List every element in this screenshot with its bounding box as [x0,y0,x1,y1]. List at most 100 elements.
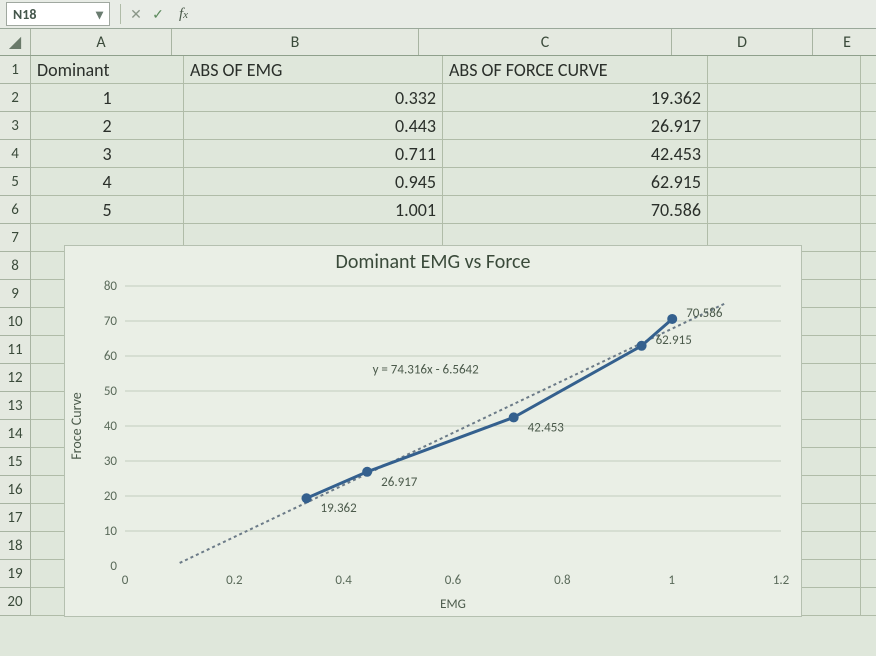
cell-e6[interactable] [861,196,876,224]
svg-text:1: 1 [668,573,675,588]
cell-d1[interactable] [708,56,861,84]
cell-e5[interactable] [861,168,876,196]
col-header-b[interactable]: B [172,29,419,55]
row-header[interactable]: 4 [0,140,31,168]
row-header[interactable]: 8 [0,252,31,280]
cell-a5[interactable]: 4 [31,168,184,196]
fx-icon[interactable]: fx [169,6,198,23]
svg-text:26.917: 26.917 [381,475,418,490]
cell-d5[interactable] [708,168,861,196]
row-header[interactable]: 13 [0,392,31,420]
cell[interactable] [861,308,876,336]
svg-text:0.6: 0.6 [445,573,462,588]
svg-text:0: 0 [110,559,117,574]
svg-text:70.586: 70.586 [686,306,723,321]
cell-a4[interactable]: 3 [31,140,184,168]
cell[interactable] [861,476,876,504]
cell-b3[interactable]: 0.443 [184,112,443,140]
cell-a6[interactable]: 5 [31,196,184,224]
cell-c3[interactable]: 26.917 [443,112,708,140]
row-header[interactable]: 10 [0,308,31,336]
row-header[interactable]: 14 [0,420,31,448]
svg-text:10: 10 [104,524,118,539]
cell-c6[interactable]: 70.586 [443,196,708,224]
cell-c5[interactable]: 62.915 [443,168,708,196]
cell-d2[interactable] [708,84,861,112]
col-header-a[interactable]: A [31,29,172,55]
row-header[interactable]: 5 [0,168,31,196]
svg-text:70: 70 [104,314,118,329]
cell[interactable] [861,448,876,476]
embedded-chart[interactable]: Dominant EMG vs Force0102030405060708000… [64,245,802,617]
column-headers: ◢ A B C D E [0,29,876,56]
row-header[interactable]: 11 [0,336,31,364]
cell[interactable] [861,224,876,252]
svg-text:42.453: 42.453 [528,420,565,435]
cell[interactable] [861,392,876,420]
svg-text:1.2: 1.2 [773,573,790,588]
cell-e4[interactable] [861,140,876,168]
cell-d6[interactable] [708,196,861,224]
row-header[interactable]: 9 [0,280,31,308]
cell[interactable] [861,252,876,280]
svg-text:40: 40 [104,419,118,434]
row-header[interactable]: 7 [0,224,31,252]
svg-text:EMG: EMG [440,597,466,612]
cell[interactable] [861,336,876,364]
row-header[interactable]: 1 [0,56,31,84]
svg-text:0.2: 0.2 [226,573,243,588]
cell[interactable] [861,504,876,532]
cell[interactable] [861,560,876,588]
svg-text:0: 0 [122,573,129,588]
cell-b2[interactable]: 0.332 [184,84,443,112]
svg-text:50: 50 [104,384,118,399]
cell-c2[interactable]: 19.362 [443,84,708,112]
row-header[interactable]: 3 [0,112,31,140]
cell-c1[interactable]: ABS OF FORCE CURVE [443,56,708,84]
divider [120,4,121,24]
name-box[interactable]: N18 ▾ [6,2,110,26]
cell-b4[interactable]: 0.711 [184,140,443,168]
cell[interactable] [861,588,876,616]
cell-a1[interactable]: Dominant [31,56,184,84]
row-header[interactable]: 12 [0,364,31,392]
cell-d3[interactable] [708,112,861,140]
chevron-down-icon[interactable]: ▾ [96,6,103,23]
col-header-e[interactable]: E [813,29,876,55]
row-header[interactable]: 15 [0,448,31,476]
cancel-icon[interactable]: ✕ [125,6,147,23]
cell[interactable] [861,280,876,308]
cell-b5[interactable]: 0.945 [184,168,443,196]
row-header[interactable]: 17 [0,504,31,532]
chart-svg: Dominant EMG vs Force0102030405060708000… [65,246,801,616]
cell-c4[interactable]: 42.453 [443,140,708,168]
cell-reference: N18 [13,6,36,23]
cell-a2[interactable]: 1 [31,84,184,112]
col-header-d[interactable]: D [672,29,813,55]
row-header[interactable]: 19 [0,560,31,588]
spreadsheet: ◢ A B C D E 1 Dominant ABS OF EMG ABS OF… [0,29,876,656]
select-all-cell[interactable]: ◢ [0,29,31,55]
row-header[interactable]: 20 [0,588,31,616]
col-header-c[interactable]: C [419,29,672,55]
cell-d4[interactable] [708,140,861,168]
svg-text:Froce Curve: Froce Curve [68,392,85,460]
cell[interactable] [861,364,876,392]
svg-text:19.362: 19.362 [320,501,357,516]
cell-e2[interactable] [861,84,876,112]
row-header[interactable]: 16 [0,476,31,504]
svg-text:Dominant EMG vs Force: Dominant EMG vs Force [336,250,531,274]
cell-b1[interactable]: ABS OF EMG [184,56,443,84]
cell-a3[interactable]: 2 [31,112,184,140]
cell-e1[interactable] [861,56,876,84]
row-header[interactable]: 6 [0,196,31,224]
cell-b6[interactable]: 1.001 [184,196,443,224]
row-header[interactable]: 18 [0,532,31,560]
formula-bar: N18 ▾ ✕ ✓ fx [0,0,876,29]
row-header[interactable]: 2 [0,84,31,112]
cell[interactable] [861,532,876,560]
svg-text:0.8: 0.8 [554,573,571,588]
cell-e3[interactable] [861,112,876,140]
accept-icon[interactable]: ✓ [147,6,169,23]
cell[interactable] [861,420,876,448]
